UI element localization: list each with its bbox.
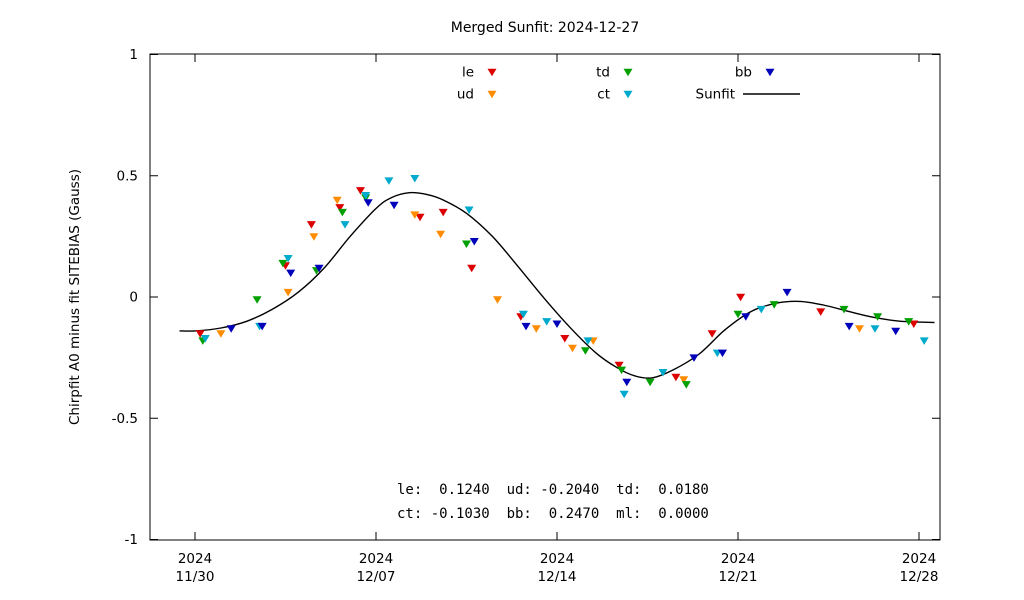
x-tick-date: 12/14 — [538, 569, 577, 585]
series-bb — [226, 199, 901, 387]
x-tick-date: 12/28 — [900, 569, 939, 585]
x-tick-year: 2024 — [721, 551, 755, 567]
x-tick-year: 2024 — [902, 551, 936, 567]
chart-title: Merged Sunfit: 2024-12-27 — [450, 20, 640, 36]
plot-border — [149, 53, 941, 541]
y-tick-label: -1 — [125, 532, 138, 548]
series-le — [195, 187, 919, 382]
x-axis-ticks: 2024 11/30 2024 12/07 2024 12/14 2024 12/21 2024… — [176, 54, 939, 585]
x-tick-year: 2024 — [540, 551, 574, 567]
legend-label-sunfit: Sunfit — [696, 87, 735, 103]
legend-label-td: td — [596, 65, 610, 81]
fit-curve — [179, 191, 935, 379]
stats-line-1: le: 0.1240 ud: -0.2040 td: 0.0180 — [397, 482, 709, 498]
x-tick-year: 2024 — [359, 551, 393, 567]
series-ud — [216, 196, 864, 384]
legend: le td bb ud ct Sunfit — [457, 65, 800, 103]
legend-label-ct: ct — [597, 87, 610, 103]
legend-label-bb: bb — [735, 65, 752, 81]
legend-label-le: le — [462, 65, 474, 81]
y-tick-label: 0.5 — [117, 168, 138, 184]
y-tick-label: 0 — [129, 290, 138, 306]
legend-label-ud: ud — [457, 87, 474, 103]
x-tick-date: 12/07 — [357, 569, 396, 585]
y-axis-ticks: 1 0.5 0 -0.5 -1 — [112, 47, 940, 548]
x-tick-date: 12/21 — [719, 569, 758, 585]
y-tick-label: -0.5 — [112, 411, 138, 427]
y-tick-label: 1 — [129, 47, 138, 63]
x-tick-year: 2024 — [178, 551, 212, 567]
stats-line-2: ct: -0.1030 bb: 0.2470 ml: 0.0000 — [397, 506, 709, 522]
series-ct — [200, 175, 929, 399]
x-tick-date: 11/30 — [176, 569, 215, 585]
series-td — [198, 194, 914, 389]
